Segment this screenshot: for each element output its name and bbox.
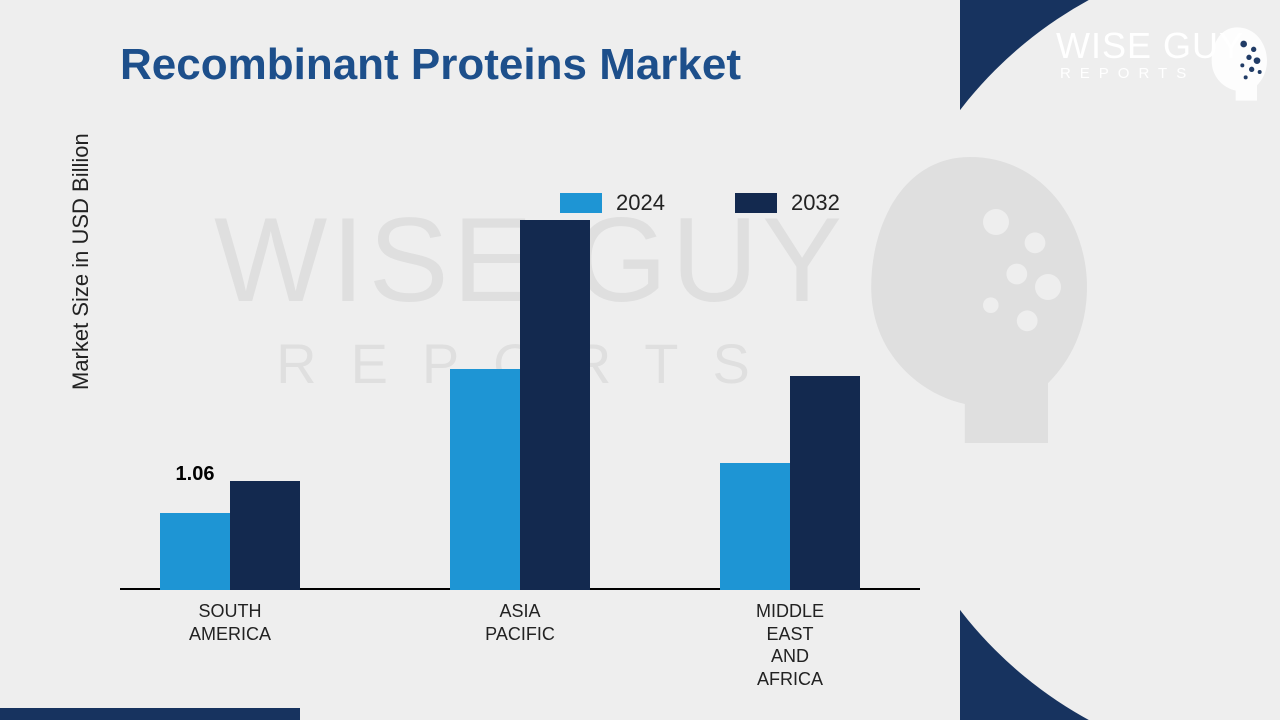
legend-label-2032: 2032 — [791, 190, 840, 216]
bar-asia_pacific-2032 — [520, 220, 590, 590]
brand-line2: REPORTS — [1056, 66, 1244, 83]
legend-item-2032: 2032 — [735, 190, 840, 216]
bar-chart: 1.06SOUTH AMERICAASIA PACIFICMIDDLE EAST… — [120, 220, 920, 590]
bar-asia_pacific-2024 — [450, 369, 520, 590]
category-label-south_america: SOUTH AMERICA — [189, 590, 271, 645]
legend-label-2024: 2024 — [616, 190, 665, 216]
footer-accent-bar — [0, 708, 300, 720]
category-label-mea: MIDDLE EAST AND AFRICA — [756, 590, 824, 690]
page: WISE GUY REPORTS Recombinant Proteins Ma… — [0, 0, 1280, 720]
bar-mea-2032 — [790, 376, 860, 590]
bar-south_america-2032 — [230, 481, 300, 590]
legend-item-2024: 2024 — [560, 190, 665, 216]
legend: 2024 2032 — [560, 190, 840, 216]
bar-south_america-2024 — [160, 513, 230, 590]
chart-title: Recombinant Proteins Market — [120, 40, 741, 90]
brand-logo: WISE GUY REPORTS — [1056, 28, 1244, 83]
bar-group-south_america: SOUTH AMERICA — [160, 481, 300, 590]
brand-line1: WISE GUY — [1056, 28, 1244, 64]
bar-mea-2024 — [720, 463, 790, 590]
category-label-asia_pacific: ASIA PACIFIC — [485, 590, 555, 645]
legend-swatch-2032 — [735, 193, 777, 213]
bar-group-asia_pacific: ASIA PACIFIC — [450, 220, 590, 590]
bar-group-mea: MIDDLE EAST AND AFRICA — [720, 376, 860, 590]
legend-swatch-2024 — [560, 193, 602, 213]
y-axis-label: Market Size in USD Billion — [68, 133, 94, 390]
